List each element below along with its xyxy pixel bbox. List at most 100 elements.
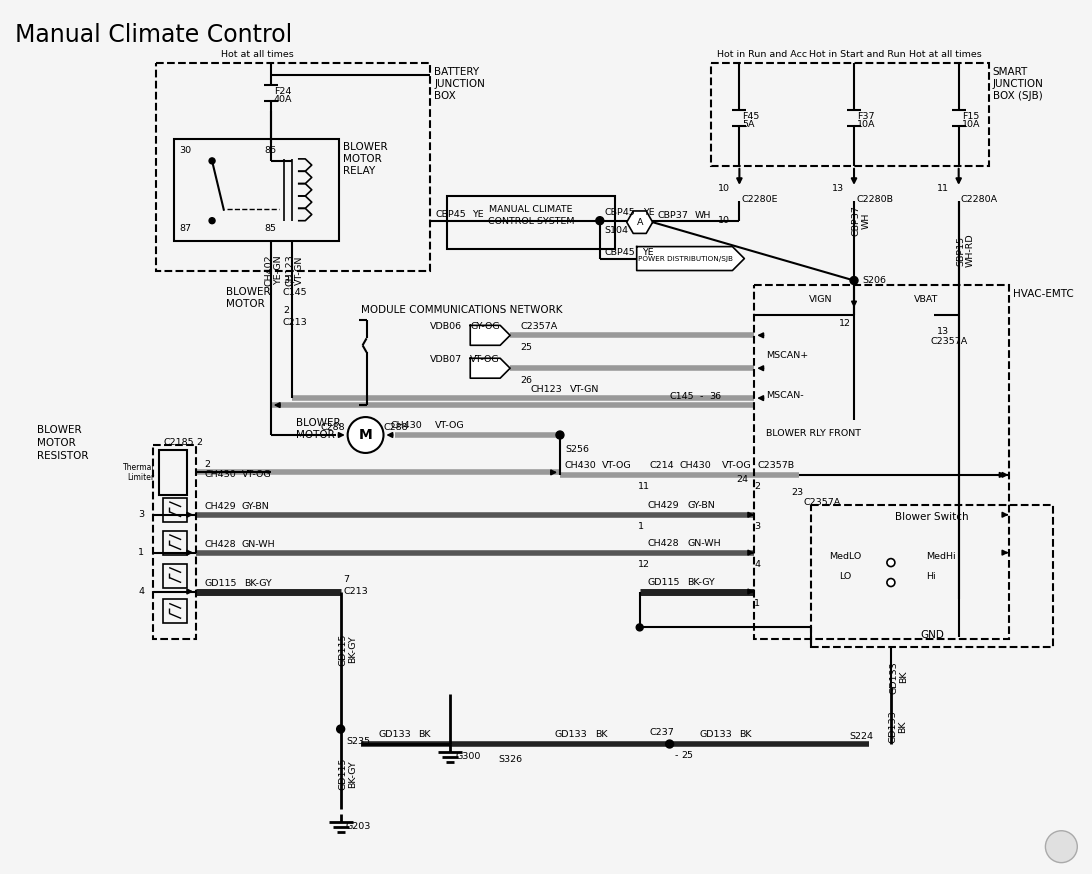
Text: SBP15: SBP15 <box>957 235 965 266</box>
Circle shape <box>887 558 894 566</box>
Text: BLOWER: BLOWER <box>296 418 341 428</box>
Text: BK-GY: BK-GY <box>688 578 715 587</box>
Text: 11: 11 <box>937 184 949 193</box>
Text: POWER DISTRIBUTION/SJB: POWER DISTRIBUTION/SJB <box>638 255 733 261</box>
Text: C2280E: C2280E <box>741 195 778 204</box>
Text: S104: S104 <box>605 226 629 235</box>
Circle shape <box>1045 831 1078 863</box>
Text: S235: S235 <box>346 737 371 746</box>
Text: CBP37: CBP37 <box>852 205 860 236</box>
Text: YE-GN: YE-GN <box>274 256 283 285</box>
Text: 2: 2 <box>283 306 289 315</box>
Text: GND: GND <box>921 630 945 641</box>
Text: C214: C214 <box>650 461 674 470</box>
Text: VT-OG: VT-OG <box>436 420 465 429</box>
Bar <box>755 286 1009 640</box>
Text: SMART: SMART <box>993 67 1028 77</box>
Text: VIGN: VIGN <box>809 295 833 304</box>
Text: Thermal
Limiter: Thermal Limiter <box>122 462 154 482</box>
Text: C237: C237 <box>650 727 675 737</box>
Text: S206: S206 <box>862 276 886 285</box>
Circle shape <box>209 218 215 224</box>
Text: 12: 12 <box>839 319 851 328</box>
Text: M: M <box>358 428 372 442</box>
Text: GD133: GD133 <box>889 661 899 694</box>
Polygon shape <box>471 358 510 378</box>
Text: 4: 4 <box>755 560 760 569</box>
Text: C145: C145 <box>669 392 695 400</box>
Bar <box>163 531 187 555</box>
Text: 2: 2 <box>197 439 202 447</box>
Text: GD115: GD115 <box>339 633 347 666</box>
Text: 26: 26 <box>520 376 532 385</box>
Text: 1: 1 <box>755 599 760 608</box>
Text: 10A: 10A <box>857 120 876 129</box>
Text: 36: 36 <box>710 392 722 400</box>
Text: VT-OG: VT-OG <box>722 461 751 470</box>
Text: 4: 4 <box>139 587 144 596</box>
Text: WH-RD: WH-RD <box>966 233 975 267</box>
Text: GN-WH: GN-WH <box>242 540 275 549</box>
Text: C2185: C2185 <box>163 439 194 447</box>
Text: CBP45: CBP45 <box>605 248 636 257</box>
Text: WH: WH <box>695 211 711 219</box>
Text: G300: G300 <box>455 753 480 761</box>
Text: 1: 1 <box>139 548 144 557</box>
Text: S326: S326 <box>498 755 522 765</box>
Text: 24: 24 <box>736 475 748 484</box>
Circle shape <box>850 276 858 284</box>
Text: BLOWER: BLOWER <box>226 288 271 297</box>
Text: GD115: GD115 <box>648 578 680 587</box>
Text: 5A: 5A <box>743 120 755 129</box>
Text: 86: 86 <box>264 147 276 156</box>
Text: CH429: CH429 <box>204 503 236 511</box>
Text: C2280A: C2280A <box>961 195 998 204</box>
Text: JUNCTION: JUNCTION <box>435 80 485 89</box>
Text: BATTERY: BATTERY <box>435 67 479 77</box>
Text: Hi: Hi <box>926 572 936 581</box>
Text: 23: 23 <box>792 489 804 497</box>
Text: CH430: CH430 <box>204 470 236 479</box>
Text: MOTOR: MOTOR <box>296 430 334 440</box>
Polygon shape <box>627 211 653 233</box>
Text: BK-GY: BK-GY <box>348 635 357 663</box>
Text: 1: 1 <box>638 522 643 531</box>
Text: C2357A: C2357A <box>520 322 557 331</box>
Text: YE: YE <box>472 211 484 219</box>
Text: RELAY: RELAY <box>343 166 375 176</box>
Text: 2: 2 <box>204 460 210 469</box>
Text: C288: C288 <box>383 422 408 432</box>
Text: YE: YE <box>643 208 654 218</box>
Circle shape <box>596 217 604 225</box>
Text: 10: 10 <box>717 184 729 193</box>
Text: BK-GY: BK-GY <box>244 579 272 588</box>
Text: 7: 7 <box>344 575 349 584</box>
Text: C213: C213 <box>283 318 308 327</box>
Bar <box>153 445 197 640</box>
Bar <box>159 450 187 495</box>
Text: CH402: CH402 <box>264 254 273 287</box>
Circle shape <box>556 431 563 439</box>
Text: MANUAL CLIMATE: MANUAL CLIMATE <box>489 205 573 214</box>
Bar <box>712 63 988 166</box>
Bar <box>163 498 187 522</box>
Text: MSCAN+: MSCAN+ <box>767 350 808 360</box>
Text: CH430: CH430 <box>565 461 596 470</box>
Text: GY-BN: GY-BN <box>688 502 715 510</box>
Text: GD133: GD133 <box>889 711 898 744</box>
Text: JUNCTION: JUNCTION <box>993 80 1044 89</box>
Bar <box>175 139 339 240</box>
Text: CH428: CH428 <box>204 540 236 549</box>
Text: VT-OG: VT-OG <box>242 470 272 479</box>
Text: 25: 25 <box>520 343 532 352</box>
Text: CH123: CH123 <box>530 385 561 393</box>
Text: Hot at all times: Hot at all times <box>221 50 294 59</box>
Text: 85: 85 <box>264 224 276 233</box>
Text: 10A: 10A <box>962 120 981 129</box>
Text: F15: F15 <box>962 112 980 121</box>
Text: VBAT: VBAT <box>914 295 938 304</box>
Text: GD115: GD115 <box>204 579 237 588</box>
Text: C2357A: C2357A <box>930 336 968 346</box>
Text: BLOWER: BLOWER <box>37 425 81 435</box>
Text: GY-BN: GY-BN <box>242 503 270 511</box>
